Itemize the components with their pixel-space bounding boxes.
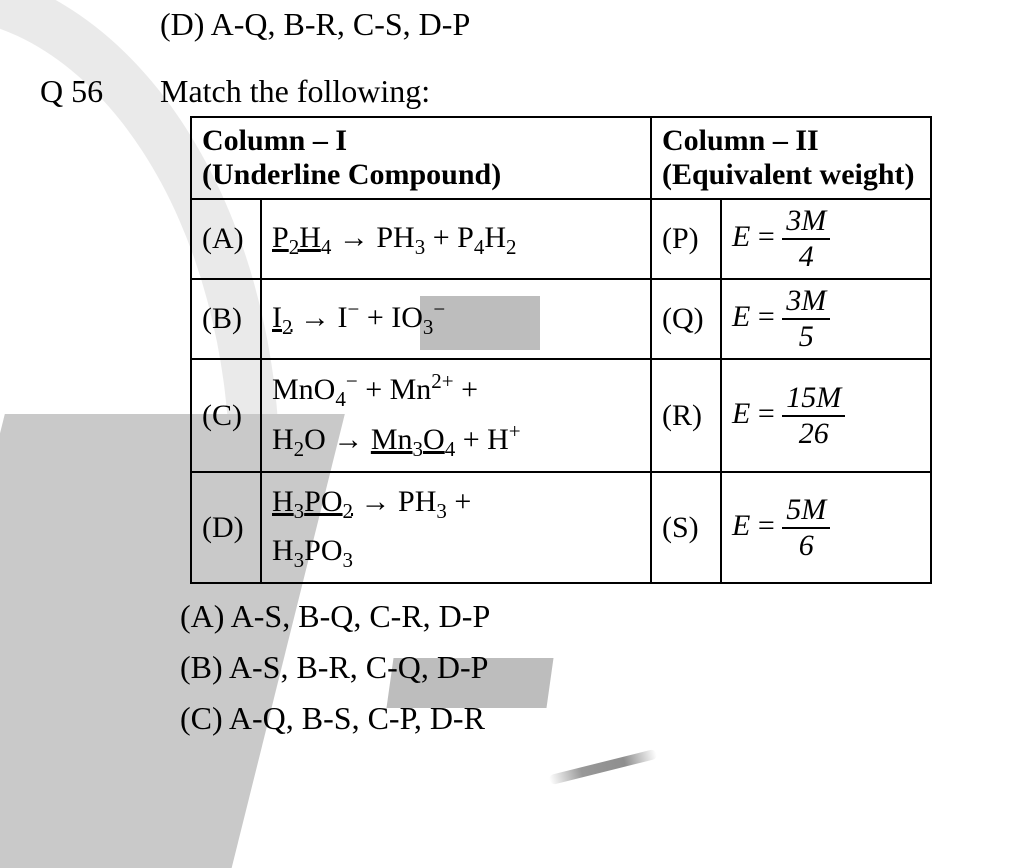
col2-header: Column – II (Equivalent weight) <box>651 117 931 199</box>
col1-header: Column – I (Underline Compound) <box>191 117 651 199</box>
row-b-label: (B) <box>191 279 261 359</box>
table-row: (A) P2H4 → PH3 + P4H2 (P) E = 3M4 <box>191 199 931 279</box>
row-c-compound: MnO4− + Mn2+ + H2O → Mn3O4 + H+ <box>261 359 651 472</box>
question-prompt: Match the following: <box>160 73 430 110</box>
row-b-equiv: E = 3M5 <box>721 279 931 359</box>
prev-question-option-d: (D) A-Q, B-R, C-S, D-P <box>160 6 994 43</box>
col2-subtitle: (Equivalent weight) <box>662 158 915 191</box>
row-c-match-label: (R) <box>651 359 721 472</box>
pencil-mark <box>548 749 657 785</box>
col1-title: Column – I <box>202 124 347 157</box>
row-b-compound: I2 → I− + IO3− <box>261 279 651 359</box>
table-row: (B) I2 → I− + IO3− (Q) E = 3M5 <box>191 279 931 359</box>
table-row: (D) H3PO2 → PH3 + H3PO3 (S) E = 5M6 <box>191 472 931 583</box>
row-a-label: (A) <box>191 199 261 279</box>
table-header-row: Column – I (Underline Compound) Column –… <box>191 117 931 199</box>
match-table-wrap: Column – I (Underline Compound) Column –… <box>190 116 994 584</box>
answer-option-a: (A) A-S, B-Q, C-R, D-P <box>180 598 994 635</box>
match-table: Column – I (Underline Compound) Column –… <box>190 116 932 584</box>
row-b-match-label: (Q) <box>651 279 721 359</box>
row-a-equiv: E = 3M4 <box>721 199 931 279</box>
row-d-equiv: E = 5M6 <box>721 472 931 583</box>
row-a-compound: P2H4 → PH3 + P4H2 <box>261 199 651 279</box>
row-d-label: (D) <box>191 472 261 583</box>
table-row: (C) MnO4− + Mn2+ + H2O → Mn3O4 + H+ (R) … <box>191 359 931 472</box>
col1-subtitle: (Underline Compound) <box>202 158 501 191</box>
question-number: Q 56 <box>40 73 160 110</box>
row-c-equiv: E = 15M26 <box>721 359 931 472</box>
answer-option-b: (B) A-S, B-R, C-Q, D-P <box>180 649 994 686</box>
row-a-match-label: (P) <box>651 199 721 279</box>
answer-option-c: (C) A-Q, B-S, C-P, D-R <box>180 700 994 737</box>
col2-title: Column – II <box>662 124 819 157</box>
row-c-label: (C) <box>191 359 261 472</box>
row-d-compound: H3PO2 → PH3 + H3PO3 <box>261 472 651 583</box>
page-content: (D) A-Q, B-R, C-S, D-P Q 56 Match the fo… <box>0 6 1024 737</box>
question-line: Q 56 Match the following: <box>40 73 994 110</box>
row-d-match-label: (S) <box>651 472 721 583</box>
answer-options: (A) A-S, B-Q, C-R, D-P (B) A-S, B-R, C-Q… <box>180 598 994 737</box>
